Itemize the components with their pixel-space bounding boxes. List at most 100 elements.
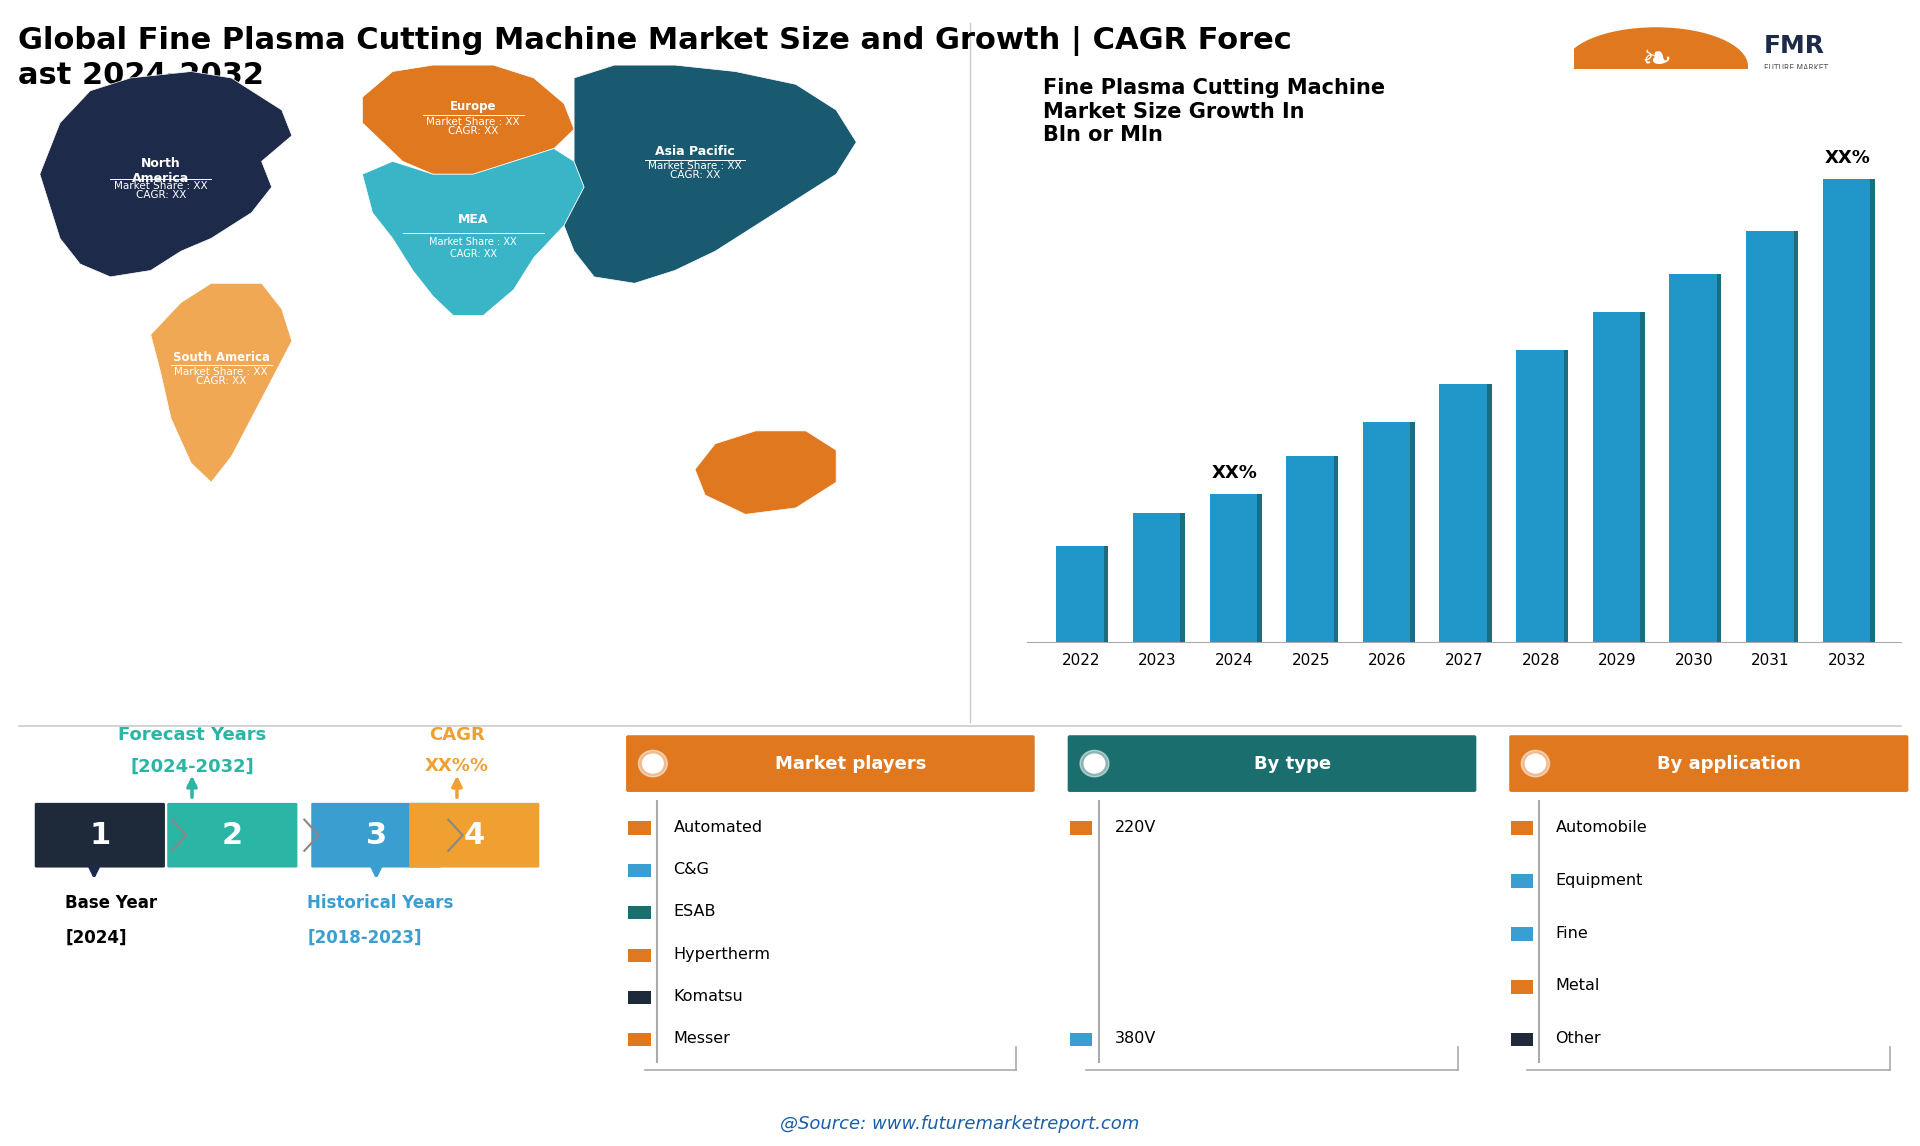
FancyBboxPatch shape xyxy=(1511,874,1534,888)
Text: ESAB: ESAB xyxy=(674,904,716,919)
Text: [2024-2032]: [2024-2032] xyxy=(131,758,253,776)
Text: 380V: 380V xyxy=(1116,1031,1156,1046)
Text: Market Share : XX: Market Share : XX xyxy=(649,162,741,172)
FancyBboxPatch shape xyxy=(1793,231,1799,642)
Text: Base Year: Base Year xyxy=(65,894,157,912)
FancyBboxPatch shape xyxy=(1258,494,1261,642)
Text: C&G: C&G xyxy=(674,862,710,877)
FancyBboxPatch shape xyxy=(628,991,651,1004)
Text: Market Share : XX: Market Share : XX xyxy=(175,367,269,377)
FancyBboxPatch shape xyxy=(628,1034,651,1046)
Text: Global Fine Plasma Cutting Machine Market Size and Growth | CAGR Forec: Global Fine Plasma Cutting Machine Marke… xyxy=(17,26,1292,56)
Text: By type: By type xyxy=(1254,754,1331,772)
FancyBboxPatch shape xyxy=(1822,179,1872,642)
Text: [2024]: [2024] xyxy=(65,928,127,947)
Text: 3: 3 xyxy=(365,821,388,849)
Text: Asia Pacific: Asia Pacific xyxy=(655,146,735,158)
Text: Automated: Automated xyxy=(674,819,762,834)
FancyBboxPatch shape xyxy=(1870,179,1874,642)
Text: XX%%: XX%% xyxy=(424,758,490,776)
Text: North
America: North America xyxy=(132,157,190,185)
Text: 1: 1 xyxy=(88,821,111,849)
FancyBboxPatch shape xyxy=(1440,384,1488,642)
FancyBboxPatch shape xyxy=(1511,980,1534,994)
Text: FUTURE MARKET
REPORT: FUTURE MARKET REPORT xyxy=(1764,64,1828,83)
Text: Fine: Fine xyxy=(1555,926,1588,941)
Text: Equipment: Equipment xyxy=(1555,872,1644,887)
Text: CAGR: XX: CAGR: XX xyxy=(449,250,497,259)
FancyBboxPatch shape xyxy=(628,949,651,961)
Text: Market Share : XX: Market Share : XX xyxy=(426,117,520,126)
Text: Automobile: Automobile xyxy=(1555,819,1647,834)
Text: FMR: FMR xyxy=(1764,34,1824,57)
FancyBboxPatch shape xyxy=(1563,351,1569,642)
Text: Historical Years: Historical Years xyxy=(307,894,453,912)
Polygon shape xyxy=(40,71,292,277)
Text: 2: 2 xyxy=(221,821,244,849)
Text: 4: 4 xyxy=(463,821,486,849)
Text: ❧: ❧ xyxy=(1642,42,1670,77)
Text: Komatsu: Komatsu xyxy=(674,989,743,1004)
FancyBboxPatch shape xyxy=(1068,736,1476,792)
FancyBboxPatch shape xyxy=(1334,455,1338,642)
FancyBboxPatch shape xyxy=(35,803,165,868)
FancyBboxPatch shape xyxy=(167,803,298,868)
Text: MEA: MEA xyxy=(459,213,488,226)
Text: Forecast Years: Forecast Years xyxy=(117,727,267,744)
Circle shape xyxy=(1081,751,1110,777)
Circle shape xyxy=(639,751,668,777)
Circle shape xyxy=(1565,28,1747,105)
FancyBboxPatch shape xyxy=(626,736,1035,792)
Text: CAGR: XX: CAGR: XX xyxy=(447,126,499,135)
FancyBboxPatch shape xyxy=(1511,1034,1534,1046)
FancyBboxPatch shape xyxy=(1069,1034,1092,1046)
FancyBboxPatch shape xyxy=(628,822,651,834)
Text: Fine Plasma Cutting Machine
Market Size Growth In
Bln or Mln: Fine Plasma Cutting Machine Market Size … xyxy=(1043,78,1384,144)
FancyBboxPatch shape xyxy=(1594,312,1642,642)
FancyBboxPatch shape xyxy=(1411,422,1415,642)
FancyBboxPatch shape xyxy=(1517,351,1565,642)
FancyBboxPatch shape xyxy=(1511,822,1534,834)
Circle shape xyxy=(643,754,662,774)
FancyBboxPatch shape xyxy=(1511,927,1534,941)
FancyBboxPatch shape xyxy=(1286,455,1334,642)
FancyBboxPatch shape xyxy=(1104,547,1108,642)
Text: Market players: Market players xyxy=(776,754,927,772)
FancyBboxPatch shape xyxy=(409,803,540,868)
FancyBboxPatch shape xyxy=(628,864,651,877)
Text: XX%: XX% xyxy=(1212,464,1258,482)
Text: CAGR: CAGR xyxy=(428,727,486,744)
Text: Messer: Messer xyxy=(674,1031,730,1046)
FancyBboxPatch shape xyxy=(1363,422,1411,642)
FancyBboxPatch shape xyxy=(1716,274,1722,642)
FancyBboxPatch shape xyxy=(1745,231,1795,642)
Polygon shape xyxy=(564,65,856,283)
Text: Europe: Europe xyxy=(449,101,497,113)
FancyBboxPatch shape xyxy=(1509,736,1908,792)
Polygon shape xyxy=(363,149,584,315)
Circle shape xyxy=(1524,754,1546,774)
Text: Hypertherm: Hypertherm xyxy=(674,947,770,961)
FancyBboxPatch shape xyxy=(1133,513,1183,642)
Text: CAGR: XX: CAGR: XX xyxy=(136,190,186,199)
Text: 220V: 220V xyxy=(1116,819,1156,834)
Text: CAGR: XX: CAGR: XX xyxy=(670,171,720,180)
Polygon shape xyxy=(150,283,292,482)
Circle shape xyxy=(1085,754,1104,774)
FancyBboxPatch shape xyxy=(1069,822,1092,834)
Text: Market Share : XX: Market Share : XX xyxy=(113,181,207,190)
Text: @Source: www.futuremarketreport.com: @Source: www.futuremarketreport.com xyxy=(780,1115,1140,1133)
Text: By application: By application xyxy=(1657,754,1801,772)
FancyBboxPatch shape xyxy=(1210,494,1260,642)
Polygon shape xyxy=(363,65,574,174)
FancyBboxPatch shape xyxy=(1486,384,1492,642)
Text: ast 2024-2032: ast 2024-2032 xyxy=(17,61,265,91)
Text: CAGR: XX: CAGR: XX xyxy=(196,376,246,386)
Text: XX%: XX% xyxy=(1824,149,1870,167)
Text: South America: South America xyxy=(173,351,271,363)
Polygon shape xyxy=(695,431,837,515)
Text: Other: Other xyxy=(1555,1031,1601,1046)
Text: Market Share : XX: Market Share : XX xyxy=(430,236,516,246)
FancyBboxPatch shape xyxy=(1181,513,1185,642)
Text: Metal: Metal xyxy=(1555,979,1599,994)
